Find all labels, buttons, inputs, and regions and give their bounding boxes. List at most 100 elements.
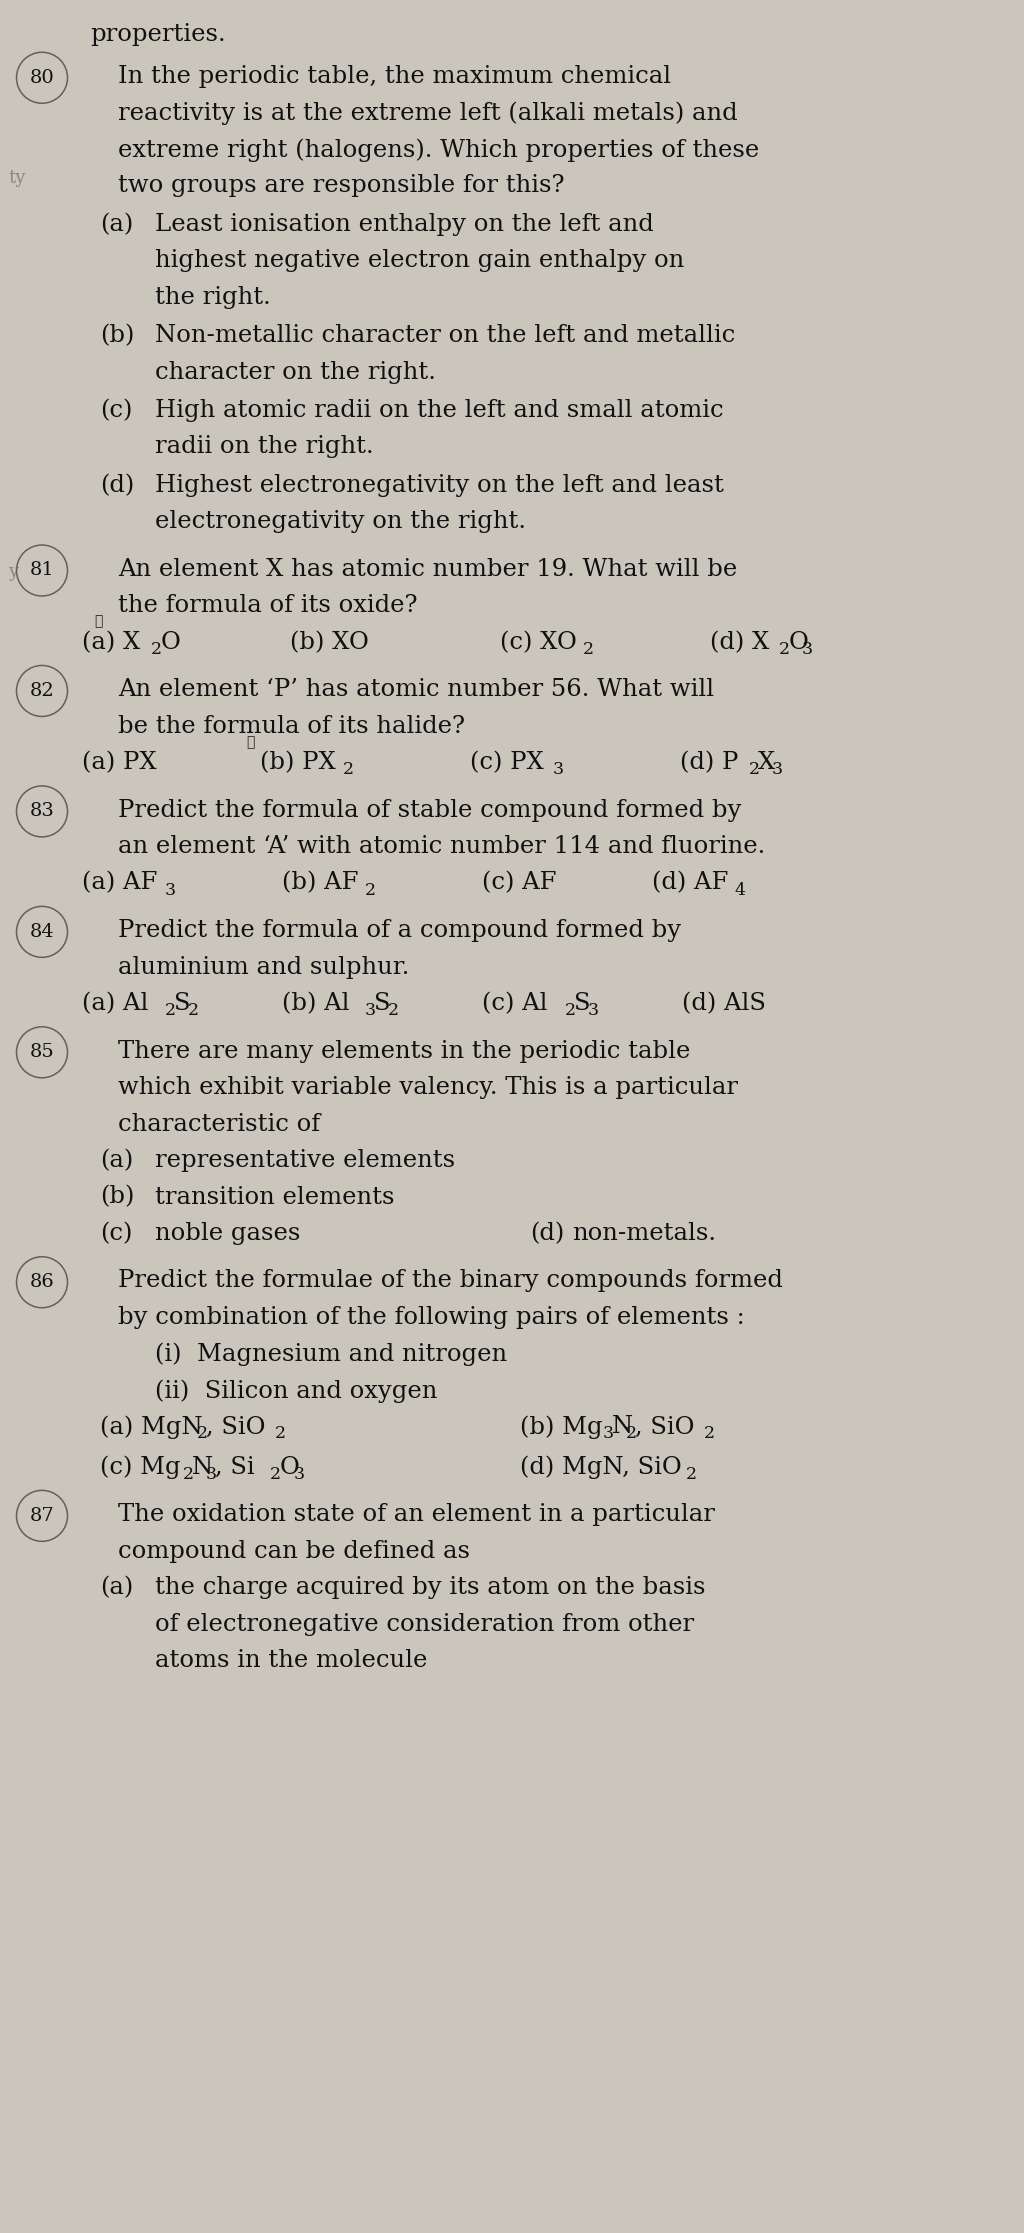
Text: 83: 83 [30,802,54,820]
Text: (b) PX: (b) PX [260,750,336,775]
Text: 2: 2 [183,1465,194,1483]
Text: Highest electronegativity on the left and least: Highest electronegativity on the left an… [155,473,724,496]
Text: 3: 3 [293,1465,304,1483]
Text: In the periodic table, the maximum chemical: In the periodic table, the maximum chemi… [118,65,671,87]
Text: 3: 3 [802,641,813,659]
Text: 2: 2 [686,1465,696,1483]
Text: Least ionisation enthalpy on the left and: Least ionisation enthalpy on the left an… [155,212,653,237]
Text: (a): (a) [100,1576,133,1599]
Text: radii on the right.: radii on the right. [155,435,374,458]
Text: (a) PX: (a) PX [82,750,157,775]
Text: 3: 3 [206,1465,217,1483]
Text: (ii)  Silicon and oxygen: (ii) Silicon and oxygen [155,1380,437,1402]
Text: (b): (b) [100,1186,134,1208]
Text: O: O [280,1456,299,1478]
Text: ✓: ✓ [94,614,102,627]
Text: 2: 2 [151,641,162,659]
Text: S: S [174,991,190,1016]
Text: (a) MgN: (a) MgN [100,1416,203,1438]
Text: (b) XO: (b) XO [290,630,369,654]
Text: (a) Al: (a) Al [82,991,148,1016]
Text: 3: 3 [365,1003,376,1018]
Text: which exhibit variable valency. This is a particular: which exhibit variable valency. This is … [118,1076,738,1099]
Text: character on the right.: character on the right. [155,360,436,384]
Text: O: O [160,630,180,654]
Text: Predict the formula of stable compound formed by: Predict the formula of stable compound f… [118,799,741,822]
Text: be the formula of its halide?: be the formula of its halide? [118,715,465,737]
Text: (b): (b) [100,324,134,346]
Text: S: S [574,991,591,1016]
Text: , Si: , Si [215,1456,255,1478]
Text: by combination of the following pairs of elements :: by combination of the following pairs of… [118,1306,744,1329]
Text: 2: 2 [270,1465,282,1483]
Text: an element ‘A’ with atomic number 114 and fluorine.: an element ‘A’ with atomic number 114 an… [118,835,765,857]
Text: (a): (a) [100,1150,133,1172]
Text: 3: 3 [553,761,564,777]
Text: (c) XO: (c) XO [500,630,577,654]
Text: (b) Mg: (b) Mg [520,1416,603,1438]
Text: (c) PX: (c) PX [470,750,544,775]
Text: 81: 81 [30,560,54,581]
Text: (i)  Magnesium and nitrogen: (i) Magnesium and nitrogen [155,1342,507,1367]
Text: 2: 2 [626,1425,637,1443]
Text: 2: 2 [779,641,791,659]
Text: (c): (c) [100,1221,132,1246]
Text: reactivity is at the extreme left (alkali metals) and: reactivity is at the extreme left (alkal… [118,100,737,125]
Text: Predict the formulae of the binary compounds formed: Predict the formulae of the binary compo… [118,1271,783,1293]
Text: 2: 2 [365,882,376,898]
Text: X: X [758,750,775,775]
Text: High atomic radii on the left and small atomic: High atomic radii on the left and small … [155,400,724,422]
Text: Non-metallic character on the left and metallic: Non-metallic character on the left and m… [155,324,735,346]
Text: ✓: ✓ [246,735,254,750]
Text: (b) AF: (b) AF [282,871,358,895]
Text: noble gases: noble gases [155,1221,300,1246]
Text: two groups are responsible for this?: two groups are responsible for this? [118,174,564,197]
Text: atoms in the molecule: atoms in the molecule [155,1650,427,1673]
Text: 2: 2 [187,1003,199,1018]
Text: (a): (a) [100,212,133,237]
Text: Predict the formula of a compound formed by: Predict the formula of a compound formed… [118,920,681,942]
Text: 86: 86 [30,1273,54,1291]
Text: (d) X: (d) X [710,630,769,654]
Text: compound can be defined as: compound can be defined as [118,1539,470,1563]
Text: (b) Al: (b) Al [282,991,349,1016]
Text: , SiO: , SiO [206,1416,265,1438]
Text: An element X has atomic number 19. What will be: An element X has atomic number 19. What … [118,558,737,581]
Text: 2: 2 [343,761,354,777]
Text: 3: 3 [603,1425,614,1443]
Text: highest negative electron gain enthalpy on: highest negative electron gain enthalpy … [155,250,684,272]
Text: extreme right (halogens). Which properties of these: extreme right (halogens). Which properti… [118,138,759,161]
Text: 3: 3 [588,1003,599,1018]
Text: the right.: the right. [155,286,270,308]
Text: the formula of its oxide?: the formula of its oxide? [118,594,418,616]
Text: (c) Al: (c) Al [482,991,548,1016]
Text: 2: 2 [388,1003,399,1018]
Text: (a) X: (a) X [82,630,140,654]
Text: (d): (d) [100,473,134,496]
Text: N: N [193,1456,213,1478]
Text: 2: 2 [274,1425,286,1443]
Text: 2: 2 [165,1003,176,1018]
Text: (c) AF: (c) AF [482,871,556,895]
Text: An element ‘P’ has atomic number 56. What will: An element ‘P’ has atomic number 56. Wha… [118,679,714,701]
Text: ty: ty [8,170,26,188]
Text: (a) AF: (a) AF [82,871,158,895]
Text: transition elements: transition elements [155,1186,394,1208]
Text: 2: 2 [197,1425,208,1443]
Text: S: S [374,991,390,1016]
Text: (d): (d) [530,1221,564,1246]
Text: (d) MgN, SiO: (d) MgN, SiO [520,1456,682,1478]
Text: aluminium and sulphur.: aluminium and sulphur. [118,956,410,978]
Text: 2: 2 [565,1003,575,1018]
Text: (d) AlS: (d) AlS [682,991,766,1016]
Text: y: y [8,563,18,581]
Text: The oxidation state of an element in a particular: The oxidation state of an element in a p… [118,1503,715,1525]
Text: 3: 3 [165,882,176,898]
Text: 3: 3 [772,761,783,777]
Text: (c): (c) [100,400,132,422]
Text: 84: 84 [30,922,54,940]
Text: (d) P: (d) P [680,750,738,775]
Text: representative elements: representative elements [155,1150,455,1172]
Text: O: O [788,630,808,654]
Text: 82: 82 [30,681,54,699]
